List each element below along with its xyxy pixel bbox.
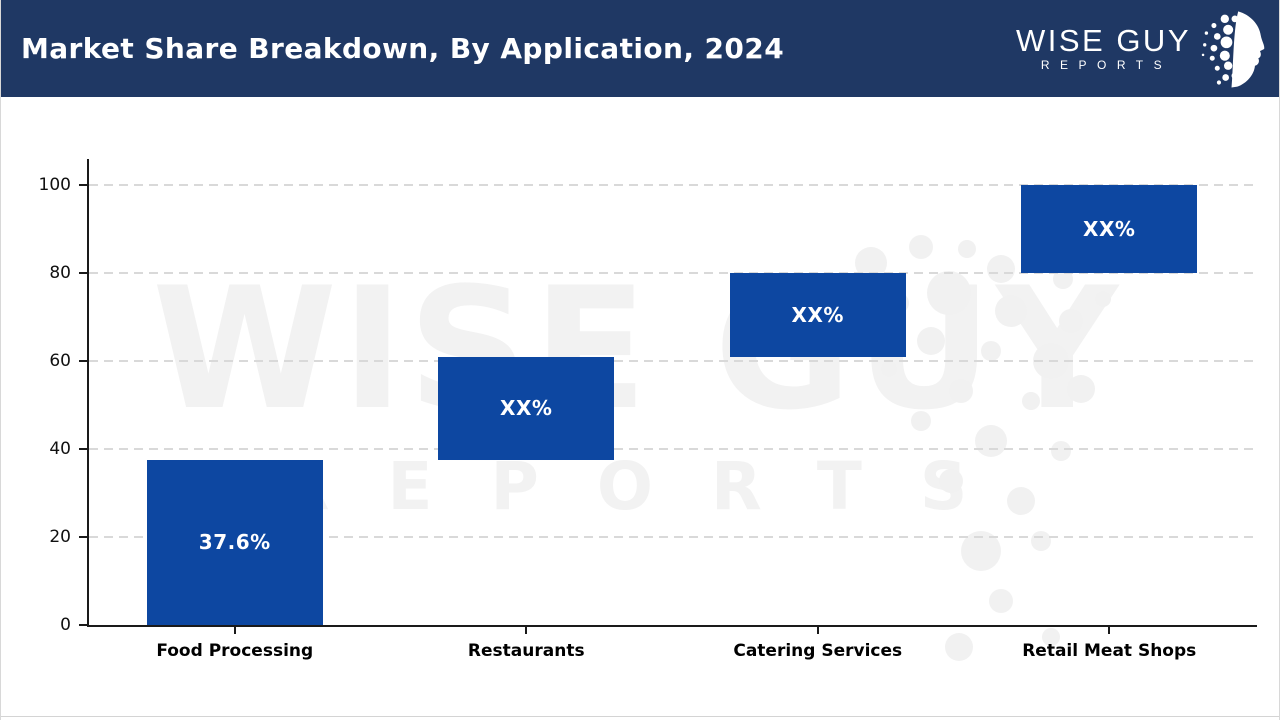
- wiseguy-logo: WISE GUY REPORTS: [1016, 9, 1265, 89]
- y-tick-mark: [79, 272, 87, 274]
- y-tick-label: 0: [60, 615, 71, 635]
- x-tick-mark: [525, 627, 528, 634]
- y-tick-mark: [79, 536, 87, 538]
- page-title: Market Share Breakdown, By Application, …: [21, 32, 785, 65]
- y-tick-mark: [79, 184, 87, 186]
- y-tick-mark: [79, 448, 87, 450]
- y-gridline: [89, 184, 1255, 186]
- x-tick-mark: [1108, 627, 1111, 634]
- y-tick-label: 80: [49, 263, 71, 283]
- plot-area: 0 20 40 60 80 100 37.6% Food Processing XX% Resta…: [39, 159, 1257, 661]
- y-tick-label: 20: [49, 527, 71, 547]
- y-gridline: [89, 360, 1255, 362]
- y-axis-line: [87, 159, 89, 627]
- header-bar: Market Share Breakdown, By Application, …: [1, 0, 1279, 97]
- x-category-label: Retail Meat Shops: [1022, 641, 1197, 661]
- bar-value-label: XX%: [791, 302, 844, 327]
- x-tick-mark: [233, 627, 236, 634]
- y-gridline: [89, 272, 1255, 274]
- logo-brand-subtitle: REPORTS: [1040, 58, 1173, 73]
- logo-brand-name: WISE GUY: [1015, 22, 1191, 58]
- bar-value-label: 37.6%: [198, 530, 271, 555]
- chart-area: WISE GUY REPORTS 0 20 40 60 80 100 37.6% Food P…: [1, 97, 1279, 720]
- bottom-border-line: [1, 716, 1279, 717]
- y-tick-label: 100: [38, 175, 71, 195]
- wiseguy-head-icon: [1201, 10, 1265, 88]
- y-tick-mark: [79, 624, 87, 626]
- x-category-label: Catering Services: [733, 641, 903, 661]
- bar-value-label: XX%: [1083, 217, 1136, 241]
- x-category-label: Food Processing: [156, 641, 314, 661]
- y-tick-label: 40: [49, 439, 71, 459]
- wiseguy-logo-text: WISE GUY REPORTS: [1015, 22, 1191, 73]
- bar: XX%: [729, 273, 906, 357]
- x-category-label: Restaurants: [467, 641, 585, 661]
- y-gridline: [89, 448, 1255, 450]
- x-axis-line: [87, 625, 1257, 627]
- y-gridline: [89, 536, 1255, 538]
- y-tick-mark: [79, 360, 87, 362]
- y-tick-label: 60: [49, 351, 71, 371]
- x-tick-mark: [816, 627, 819, 634]
- bar: 37.6%: [146, 459, 323, 625]
- bar: XX%: [438, 356, 615, 460]
- bar: XX%: [1021, 185, 1198, 273]
- bar-value-label: XX%: [500, 396, 553, 421]
